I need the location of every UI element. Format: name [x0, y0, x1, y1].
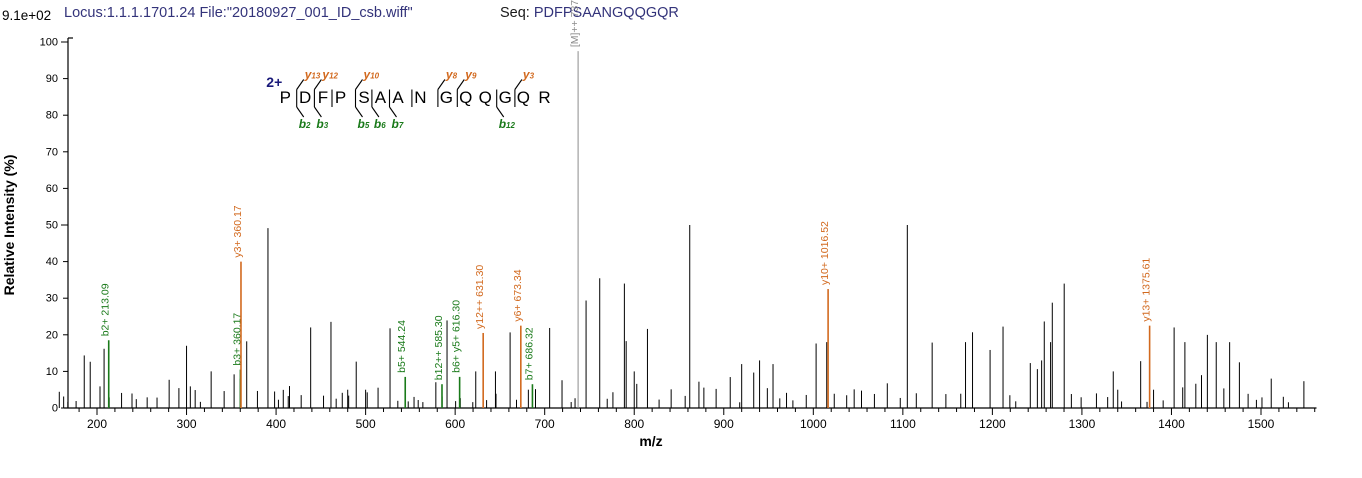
svg-text:P: P	[280, 88, 291, 107]
svg-text:Q: Q	[517, 88, 530, 107]
svg-text:R: R	[538, 88, 550, 107]
svg-text:10: 10	[46, 366, 58, 378]
svg-text:F: F	[318, 88, 328, 107]
svg-text:b7+ 686.32: b7+ 686.32	[523, 327, 535, 380]
svg-text:Locus:1.1.1.1701.24 File:"2018: Locus:1.1.1.1701.24 File:"20180927_001_I…	[64, 5, 413, 21]
svg-text:y10+ 1016.52: y10+ 1016.52	[819, 221, 831, 285]
svg-text:S: S	[358, 88, 369, 107]
svg-text:1200: 1200	[979, 417, 1006, 431]
svg-text:1300: 1300	[1069, 417, 1096, 431]
svg-text:y12++ 631.30: y12++ 631.30	[474, 265, 486, 329]
svg-text:Q: Q	[479, 88, 492, 107]
svg-text:y3+ 360.17: y3+ 360.17	[232, 205, 244, 257]
svg-text:9.1e+02: 9.1e+02	[2, 8, 51, 23]
svg-text:A: A	[392, 88, 404, 107]
svg-text:b12++ 585.30: b12++ 585.30	[433, 315, 445, 380]
svg-text:1400: 1400	[1158, 417, 1185, 431]
svg-text:P: P	[335, 88, 346, 107]
svg-text:b5+ 544.24: b5+ 544.24	[396, 320, 408, 373]
svg-text:D: D	[299, 88, 311, 107]
svg-text:b2+ 213.09: b2+ 213.09	[100, 283, 112, 336]
svg-text:y13+ 1375.61: y13+ 1375.61	[1141, 258, 1153, 322]
svg-text:1100: 1100	[890, 417, 916, 431]
svg-text:80: 80	[46, 110, 58, 122]
svg-text:20: 20	[46, 329, 58, 341]
svg-text:Relative Intensity (%): Relative Intensity (%)	[1, 155, 17, 296]
svg-text:200: 200	[87, 417, 107, 431]
svg-text:300: 300	[177, 417, 197, 431]
svg-text:40: 40	[46, 256, 58, 268]
svg-text:1500: 1500	[1248, 417, 1275, 431]
svg-text:m/z: m/z	[639, 433, 662, 449]
svg-text:0: 0	[52, 403, 58, 415]
svg-text:G: G	[499, 88, 512, 107]
svg-text:700: 700	[535, 417, 555, 431]
svg-text:[M]++ 737.3: [M]++ 737.3	[569, 0, 581, 47]
svg-text:y6+ 673.34: y6+ 673.34	[512, 269, 524, 321]
svg-text:A: A	[375, 88, 387, 107]
svg-text:b6+ y5+ 616.30: b6+ y5+ 616.30	[451, 300, 463, 373]
svg-text:G: G	[440, 88, 453, 107]
svg-text:70: 70	[46, 146, 58, 158]
svg-text:1000: 1000	[800, 417, 827, 431]
svg-text:600: 600	[445, 417, 465, 431]
svg-text:60: 60	[46, 183, 58, 195]
svg-text:400: 400	[266, 417, 286, 431]
svg-text:Q: Q	[459, 88, 472, 107]
svg-text:30: 30	[46, 293, 58, 305]
svg-text:50: 50	[46, 220, 58, 232]
svg-text:90: 90	[46, 73, 58, 85]
svg-text:800: 800	[624, 417, 644, 431]
svg-text:100: 100	[40, 37, 58, 49]
svg-text:900: 900	[714, 417, 734, 431]
svg-text:N: N	[414, 88, 426, 107]
svg-text:Seq: PDFPSAANGQQGQR: Seq: PDFPSAANGQQGQR	[500, 5, 679, 21]
svg-text:500: 500	[356, 417, 376, 431]
